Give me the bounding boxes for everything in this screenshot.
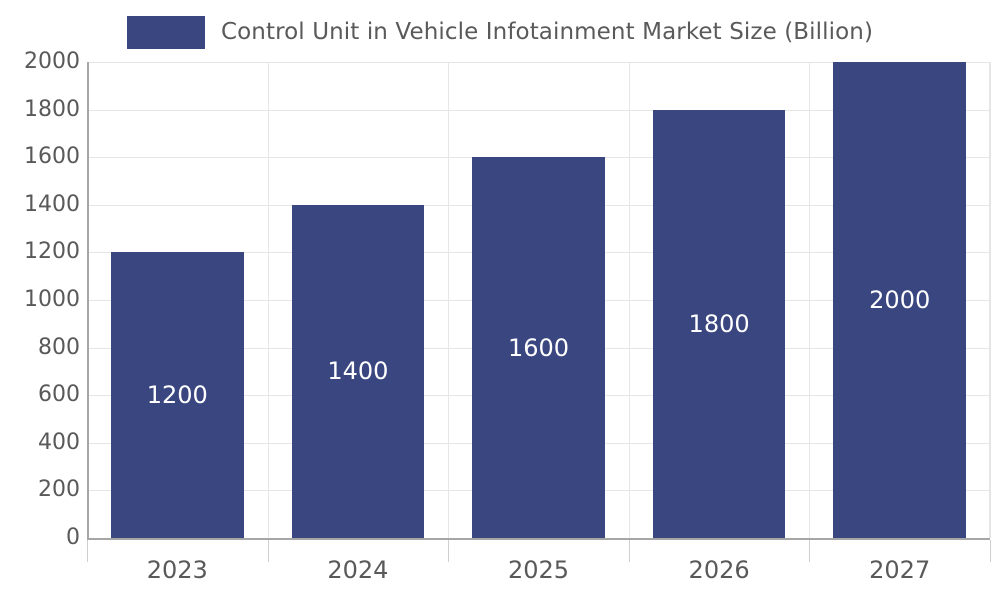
bar-value-label: 1200 <box>146 381 208 410</box>
y-axis-tick-label: 2000 <box>24 49 80 74</box>
bar[interactable] <box>291 204 425 538</box>
y-axis-tick-label: 1200 <box>24 239 80 265</box>
y-axis-tick-label: 0 <box>66 525 80 550</box>
legend-color-swatch <box>126 15 205 49</box>
y-axis-tick-label: 800 <box>38 334 80 360</box>
bar[interactable] <box>472 157 605 538</box>
x-axis-tick-label: 2027 <box>869 556 931 584</box>
chart-legend: Control Unit in Vehicle Infotainment Mar… <box>0 12 1000 52</box>
bar-value-label: 1400 <box>327 357 389 386</box>
plot-right-border <box>989 62 990 538</box>
x-axis-tick-mark <box>87 540 88 562</box>
bar[interactable] <box>833 62 967 538</box>
y-axis-tick-label: 200 <box>38 477 80 503</box>
x-axis-tick-mark <box>268 540 269 562</box>
bar-value-label: 1800 <box>688 309 750 338</box>
gridline-horizontal <box>87 109 990 111</box>
gridline-vertical <box>990 62 991 538</box>
x-axis-tick-mark <box>448 540 449 562</box>
y-axis-line <box>87 62 89 539</box>
bar-value-label: 2000 <box>869 286 931 314</box>
gridline-vertical <box>448 62 449 538</box>
x-axis-tick-mark <box>990 540 991 562</box>
legend-label: Control Unit in Vehicle Infotainment Mar… <box>220 19 874 45</box>
gridline-vertical <box>629 62 630 538</box>
gridline-horizontal <box>87 62 990 63</box>
gridline-vertical <box>268 62 269 538</box>
bar[interactable] <box>110 252 244 538</box>
gridline-vertical <box>809 62 810 538</box>
y-axis-tick-label: 1600 <box>24 144 80 170</box>
x-axis-tick-label: 2024 <box>327 556 389 584</box>
x-axis-tick-mark <box>629 540 630 562</box>
x-axis-line <box>87 538 990 540</box>
y-axis-tick-label: 400 <box>38 429 80 455</box>
bar[interactable] <box>652 109 786 538</box>
y-axis-tick-label: 1400 <box>24 191 80 217</box>
x-axis-tick-label: 2025 <box>507 556 570 584</box>
plot-area: 1200 1400 1600 1800 2000 <box>87 62 991 539</box>
y-axis-tick-label: 1000 <box>24 287 80 312</box>
x-axis-tick-mark <box>809 540 810 562</box>
y-axis-tick-label: 1800 <box>24 96 80 122</box>
y-axis-tick-label: 600 <box>38 382 80 408</box>
x-axis-tick-label: 2023 <box>146 556 208 584</box>
bar-value-label: 1600 <box>507 333 570 362</box>
x-axis-tick-label: 2026 <box>688 556 750 584</box>
